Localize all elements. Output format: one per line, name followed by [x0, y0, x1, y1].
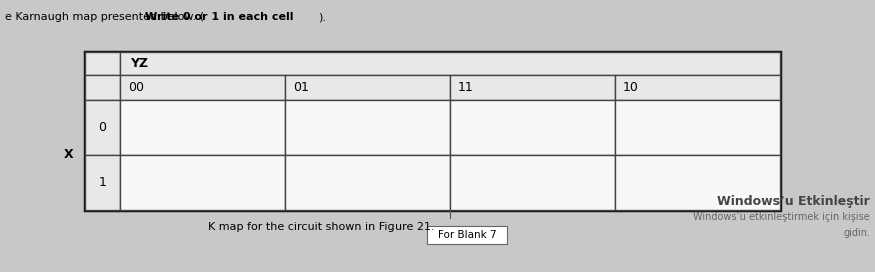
Text: 10: 10: [623, 81, 639, 94]
Bar: [85, 52, 120, 75]
Text: ure 21.: ure 21.: [395, 222, 435, 232]
Bar: [120, 52, 780, 75]
Text: 00: 00: [128, 81, 144, 94]
Bar: [427, 226, 507, 244]
Bar: [120, 75, 285, 100]
Text: e Karnaugh map presented below. (: e Karnaugh map presented below. (: [5, 12, 204, 22]
Text: 11: 11: [458, 81, 473, 94]
Text: Windows’u Etkinleştir: Windows’u Etkinleştir: [718, 195, 870, 208]
Text: 0: 0: [99, 121, 107, 134]
Bar: [615, 75, 780, 100]
Bar: [85, 100, 120, 155]
Bar: [450, 75, 615, 100]
Bar: [85, 155, 120, 210]
Text: K map for the circuit shown in Fig: K map for the circuit shown in Fig: [208, 222, 395, 232]
Text: 1: 1: [99, 176, 107, 189]
Text: For Blank 7: For Blank 7: [438, 230, 496, 240]
Bar: [285, 75, 450, 100]
Text: Windows’u etkinleştirmek için kişise: Windows’u etkinleştirmek için kişise: [693, 212, 870, 222]
Text: gidin.: gidin.: [843, 228, 870, 238]
Bar: [85, 75, 120, 100]
Text: 01: 01: [293, 81, 309, 94]
Text: ).: ).: [318, 12, 326, 22]
Text: YZ: YZ: [130, 57, 148, 70]
Text: X: X: [64, 149, 74, 162]
Text: Write 0 or 1 in each cell: Write 0 or 1 in each cell: [145, 12, 293, 22]
